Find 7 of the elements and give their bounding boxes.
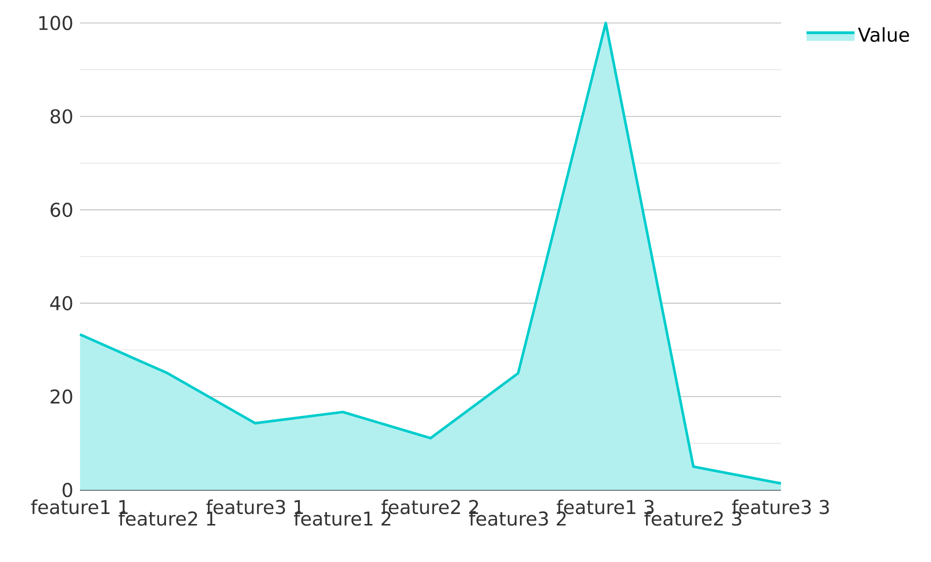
y-tick-label: 60 (50, 202, 72, 217)
y-tick-label: 0 (62, 482, 72, 498)
y-tick-label: 80 (50, 109, 72, 124)
legend-label: Value (858, 27, 909, 42)
y-tick-label: 40 (50, 296, 72, 310)
y-tick-label: 100 (39, 16, 72, 30)
y-tick-label: 20 (50, 389, 72, 404)
